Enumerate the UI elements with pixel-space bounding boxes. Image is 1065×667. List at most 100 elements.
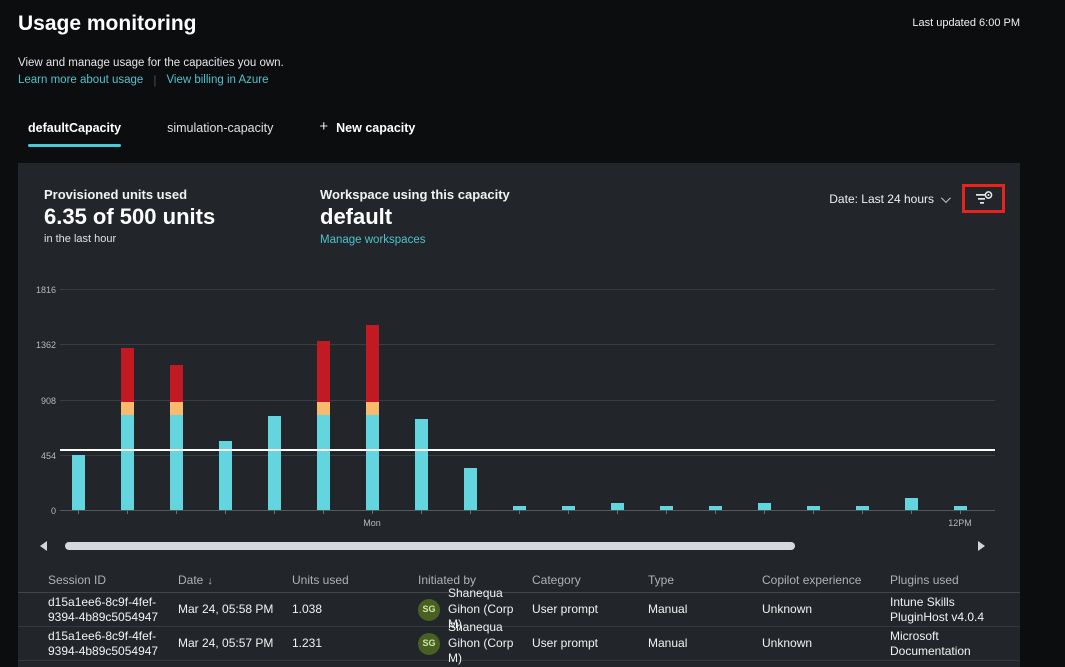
x-axis-label: Mon (363, 518, 381, 528)
column-header-session-id[interactable]: Session ID (48, 573, 107, 587)
sort-descending-icon: ↓ (207, 574, 213, 587)
filter-icon (975, 191, 992, 204)
x-axis-tick (274, 510, 275, 514)
avatar: SG (418, 632, 440, 655)
table-row[interactable]: d15a1ee6-8c9f-4fef-9394-4b89c5054947 Mar … (18, 586, 1020, 631)
x-axis-tick (323, 510, 324, 514)
column-header-date[interactable]: Date ↓ (178, 572, 213, 587)
bar-segment[interactable] (708, 505, 722, 510)
bar-segment[interactable] (904, 497, 918, 510)
column-header-category[interactable]: Category (532, 573, 581, 587)
date-cell: Mar 24, 05:57 PM (178, 636, 274, 650)
x-axis-tick (911, 510, 912, 514)
bar-segment[interactable] (316, 340, 330, 402)
type-cell: Manual (648, 636, 688, 650)
bar-segment[interactable] (659, 505, 673, 510)
tab-simulation-capacity[interactable]: simulation-capacity (167, 121, 273, 147)
initiated-by-name: Shanequa Gihon (Corp M) (448, 620, 514, 666)
x-axis-tick (519, 510, 520, 514)
capacity-threshold-line (60, 449, 995, 452)
workspace-value: default (320, 204, 393, 229)
sessions-table: Session ID Date ↓ Units used Initiated by Cat… (18, 569, 1020, 665)
bar-segment[interactable] (414, 419, 428, 510)
bar-segment[interactable] (218, 440, 232, 510)
table-body: d15a1ee6-8c9f-4fef-9394-4b89c5054947 Mar … (18, 586, 1020, 665)
bar-segment[interactable] (953, 505, 967, 510)
gridline-0 (60, 510, 995, 511)
x-axis-tick (421, 510, 422, 514)
y-axis-label: 1362 (35, 340, 56, 351)
bar-segment[interactable] (120, 348, 134, 402)
bar-segment[interactable] (316, 401, 330, 416)
x-axis-label: 12PM (948, 518, 972, 528)
units-used-cell: 1.231 (292, 636, 323, 650)
column-header-type[interactable]: Type (648, 573, 675, 587)
bar-segment[interactable] (561, 505, 575, 510)
units-used-cell: 1.038 (292, 602, 323, 616)
bar-segment[interactable] (120, 401, 134, 416)
x-axis-tick (715, 510, 716, 514)
x-axis-tick (862, 510, 863, 514)
x-axis-tick (372, 510, 373, 514)
x-axis-tick (470, 510, 471, 514)
bar-segment[interactable] (365, 401, 379, 416)
x-axis-tick (666, 510, 667, 514)
plugins-used-cell: Microsoft Documentation (890, 628, 971, 658)
tab-label: defaultCapacity (28, 121, 122, 135)
initiated-by-name: Shanequa Gihon (Corp M) (448, 586, 514, 632)
date-range-dropdown[interactable]: Date: Last 24 hours (829, 192, 951, 206)
view-billing-link[interactable]: View billing in Azure (166, 74, 269, 86)
page-description: View and manage usage for the capacities… (18, 57, 284, 69)
date-cell: Mar 24, 05:58 PM (178, 602, 274, 616)
bar-segment[interactable] (316, 415, 330, 510)
tab-label: simulation-capacity (167, 121, 274, 135)
new-capacity-button[interactable]: + New capacity (319, 119, 416, 147)
scroll-left-arrow-icon[interactable] (40, 541, 47, 551)
column-header-copilot-experience[interactable]: Copilot experience (762, 573, 862, 587)
chevron-down-icon (940, 192, 951, 203)
bar-segment[interactable] (855, 505, 869, 510)
bar-segment[interactable] (71, 455, 85, 510)
bar-segment[interactable] (267, 415, 281, 510)
bar-segment[interactable] (169, 365, 183, 402)
scrollbar-thumb[interactable] (65, 542, 795, 550)
column-header-units-used[interactable]: Units used (292, 573, 349, 587)
capacity-card: Provisioned units used 6.35 of 500 units… (18, 163, 1020, 667)
bar-segment[interactable] (512, 505, 526, 510)
table-row[interactable]: d15a1ee6-8c9f-4fef-9394-4b89c5054947 Mar … (18, 620, 1020, 665)
gridline-454 (60, 454, 995, 456)
x-axis-tick (127, 510, 128, 514)
link-divider: | (153, 73, 157, 87)
date-range-label: Date: Last 24 hours (829, 192, 934, 206)
bar-segment[interactable] (463, 468, 477, 510)
filter-button-highlighted[interactable] (962, 184, 1005, 213)
bar-segment[interactable] (365, 325, 379, 402)
gridline-1362 (60, 344, 995, 346)
bar-segment[interactable] (169, 401, 183, 416)
bar-segment[interactable] (806, 505, 820, 510)
learn-more-link[interactable]: Learn more about usage (18, 74, 144, 86)
bar-segment[interactable] (365, 415, 379, 510)
bar-segment[interactable] (610, 502, 624, 510)
x-axis-tick (764, 510, 765, 514)
type-cell: Manual (648, 602, 688, 616)
y-axis-label: 0 (50, 506, 56, 516)
initiated-by-cell: SG Shanequa Gihon (Corp M) (418, 586, 532, 633)
bar-segment[interactable] (169, 415, 183, 510)
usage-bar-chart: Mon 12PM 0 454 908 1362 1816 (18, 273, 1020, 528)
provisioned-units-label: Provisioned units used (44, 187, 188, 202)
y-axis-label: 908 (40, 395, 56, 406)
x-axis-tick (225, 510, 226, 514)
bar-segment[interactable] (757, 502, 771, 510)
category-cell: User prompt (532, 602, 599, 616)
tab-label: New capacity (336, 121, 416, 135)
manage-workspaces-link[interactable]: Manage workspaces (320, 234, 426, 246)
tab-default-capacity[interactable]: defaultCapacity (28, 121, 122, 147)
gridline-908 (60, 399, 995, 401)
scroll-right-arrow-icon[interactable] (978, 541, 985, 551)
bar-segment[interactable] (120, 415, 134, 510)
initiated-by-cell: SG Shanequa Gihon (Corp M) (418, 620, 532, 667)
column-header-plugins-used[interactable]: Plugins used (890, 573, 959, 587)
category-cell: User prompt (532, 636, 599, 650)
column-header-initiated-by[interactable]: Initiated by (418, 573, 477, 587)
